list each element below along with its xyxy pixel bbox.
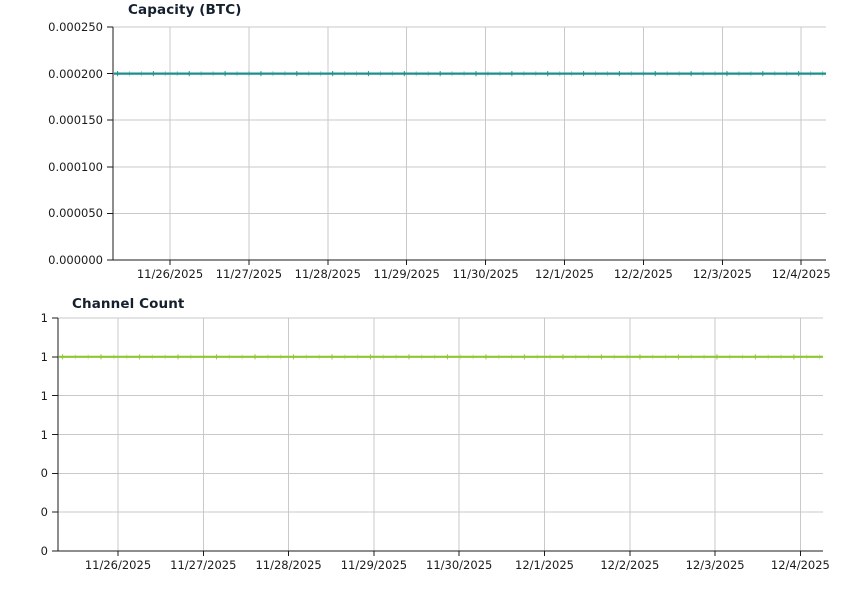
- channel-count-chart-title: Channel Count: [72, 296, 185, 312]
- x-axis-tick-label: 11/30/2025: [452, 267, 519, 281]
- capacity-chart-panel: Capacity (BTC) 0.000250 0.000200 0.000150 0…: [0, 0, 860, 292]
- x-axis-tick-label: 11/26/2025: [136, 267, 204, 281]
- x-axis-tick-label: 11/30/2025: [426, 558, 493, 572]
- x-axis-tick-label: 12/4/2025: [770, 558, 830, 572]
- capacity-chart-title: Capacity (BTC): [128, 2, 242, 18]
- y-axis-tick-label: 0: [40, 544, 48, 558]
- channel-count-plot-area[interactable]: [0, 292, 860, 600]
- data-point-markers: [117, 71, 824, 77]
- y-axis-tick-label: 1: [40, 427, 48, 442]
- y-axis-tick-label: 0.000250: [48, 20, 103, 34]
- x-axis-tick-label: 11/27/2025: [215, 267, 283, 281]
- y-axis-tick-label: 0.000150: [48, 113, 103, 128]
- channel-count-chart-panel: Channel Count 1 1 1 1 0 0 0 11/26/2025 11/27/20…: [0, 292, 860, 600]
- x-axis-tick-label: 11/29/2025: [373, 267, 440, 281]
- y-axis-tick-label: 0.000000: [48, 253, 103, 267]
- data-point-markers: [62, 354, 821, 360]
- y-axis-tick-label: 1: [40, 388, 48, 403]
- x-axis-tick-label: 11/27/2025: [170, 558, 237, 572]
- x-axis-tick-label: 12/3/2025: [685, 558, 745, 572]
- x-axis-tick-label: 11/29/2025: [340, 558, 408, 572]
- y-axis-tick-label: 0: [40, 466, 48, 481]
- y-axis-tick-label: 1: [40, 311, 48, 325]
- capacity-plot-area[interactable]: [0, 0, 860, 292]
- y-axis-tick-label: 1: [40, 349, 48, 364]
- y-axis-tick-label: 0.000100: [48, 159, 103, 174]
- x-axis-tick-label: 12/2/2025: [613, 267, 673, 281]
- x-axis-tick-label: 12/1/2025: [535, 267, 594, 281]
- x-axis-tick-label: 11/26/2025: [84, 558, 152, 572]
- x-axis-tick-label: 12/2/2025: [600, 558, 660, 572]
- x-axis-tick-label: 12/1/2025: [515, 558, 574, 572]
- y-axis-tick-label: 0.000200: [48, 66, 103, 81]
- y-axis-tick-label: 0.000050: [48, 206, 103, 221]
- x-axis-tick-label: 11/28/2025: [255, 558, 322, 572]
- x-axis-tick-label: 11/28/2025: [294, 267, 361, 281]
- x-axis-tick-label: 12/4/2025: [771, 267, 831, 281]
- y-axis-tick-label: 0: [40, 505, 48, 520]
- x-axis-tick-label: 12/3/2025: [692, 267, 752, 281]
